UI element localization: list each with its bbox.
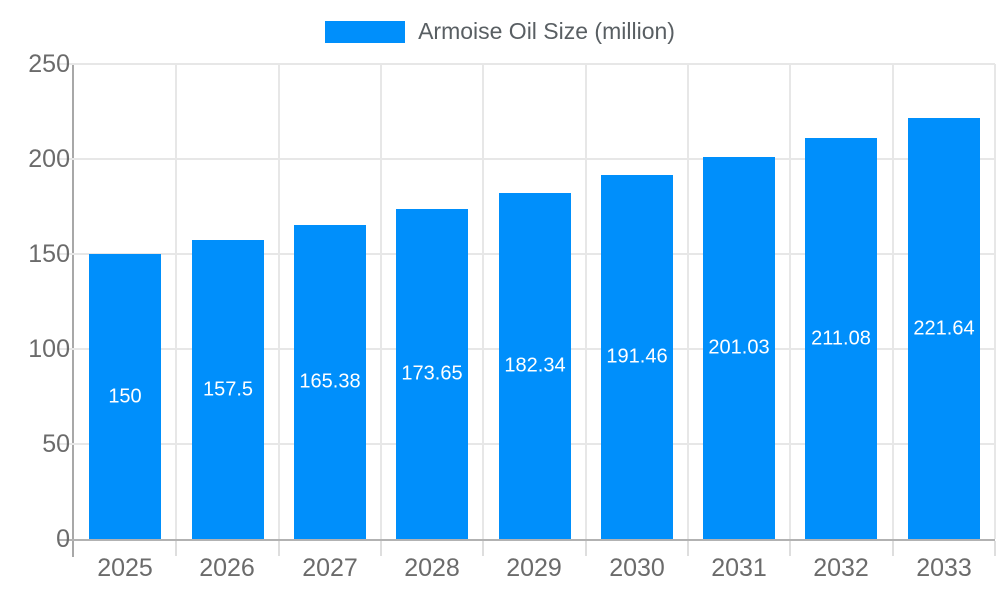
x-tick-label: 2029 [506, 554, 562, 582]
y-tick-label: 200 [28, 145, 70, 173]
bar-value-label: 173.65 [401, 362, 463, 385]
bar[interactable]: 191.46 [601, 175, 673, 539]
x-tick-mark [687, 541, 689, 556]
x-tick-label: 2026 [199, 554, 255, 582]
y-tick-label: 100 [28, 335, 70, 363]
legend: Armoise Oil Size (million) [0, 18, 1000, 45]
vertical-gridline [687, 64, 689, 539]
horizontal-gridline [58, 63, 995, 65]
bar-value-label: 165.38 [299, 370, 361, 393]
bar[interactable]: 221.64 [908, 118, 980, 539]
horizontal-gridline [58, 158, 995, 160]
bar[interactable]: 157.5 [192, 240, 264, 539]
bar[interactable]: 182.34 [499, 193, 571, 539]
x-tick-mark [482, 541, 484, 556]
bar[interactable]: 150 [89, 254, 161, 539]
x-tick-label: 2027 [302, 554, 358, 582]
vertical-gridline [380, 64, 382, 539]
vertical-gridline [789, 64, 791, 539]
x-tick-mark [789, 541, 791, 556]
x-tick-label: 2030 [609, 554, 665, 582]
x-tick-mark [585, 541, 587, 556]
y-axis-line [72, 64, 74, 557]
bar[interactable]: 211.08 [805, 138, 877, 539]
x-tick-mark [892, 541, 894, 556]
x-tick-mark [175, 541, 177, 556]
plot-area: 150 157.5 165.38 173.65 182.34 191.46 201.03 21… [58, 63, 996, 539]
bar-value-label: 150 [108, 385, 142, 407]
x-tick-label: 2033 [916, 554, 972, 582]
y-tick-label: 150 [28, 240, 70, 268]
bar[interactable]: 165.38 [294, 225, 366, 539]
bar-value-label: 221.64 [913, 317, 975, 339]
x-tick-label: 2032 [813, 554, 869, 582]
bar[interactable]: 201.03 [703, 157, 775, 539]
legend-item[interactable]: Armoise Oil Size (million) [325, 18, 675, 45]
x-tick-mark [994, 541, 996, 556]
bar-value-label: 182.34 [504, 354, 566, 377]
y-tick-label: 250 [28, 50, 70, 78]
x-tick-label: 2031 [711, 554, 767, 582]
vertical-gridline [892, 64, 894, 539]
bar-value-label: 157.5 [202, 378, 254, 400]
vertical-gridline [994, 64, 996, 539]
x-tick-label: 2025 [97, 554, 153, 582]
x-tick-mark [380, 541, 382, 556]
legend-label: Armoise Oil Size (million) [418, 18, 675, 44]
legend-swatch-icon [325, 20, 406, 43]
x-axis-line [58, 539, 995, 541]
bar-value-label: 211.08 [811, 327, 871, 349]
vertical-gridline [278, 64, 280, 539]
y-tick-label: 50 [42, 430, 70, 458]
x-tick-label: 2028 [404, 554, 460, 582]
vertical-gridline [585, 64, 587, 539]
y-tick-label: 0 [56, 525, 70, 553]
vertical-gridline [175, 64, 177, 539]
x-tick-mark [278, 541, 280, 556]
vertical-gridline [482, 64, 484, 539]
bar-value-label: 191.46 [606, 345, 668, 368]
bar-value-label: 201.03 [708, 336, 770, 359]
bar[interactable]: 173.65 [396, 209, 468, 539]
